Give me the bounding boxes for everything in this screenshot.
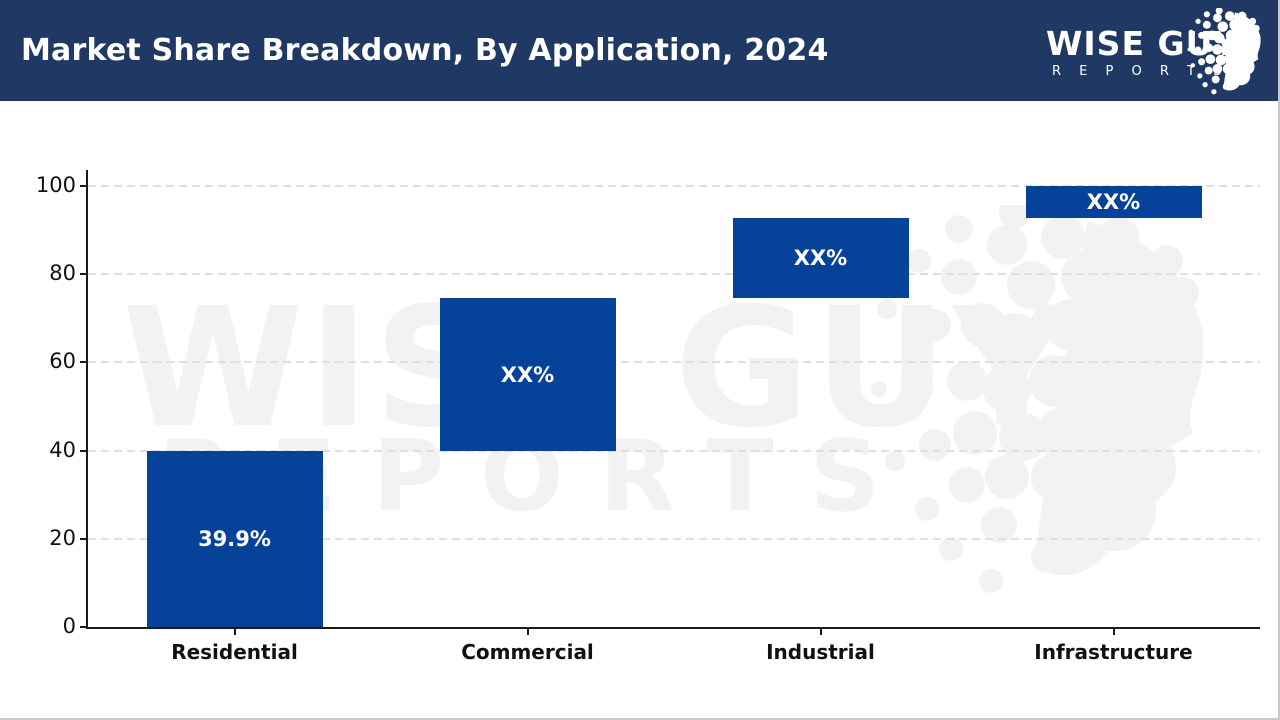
y-tick-20 bbox=[80, 537, 88, 540]
y-tick-40 bbox=[80, 449, 88, 452]
x-tick-residential bbox=[233, 629, 236, 635]
wise-guy-reports-logo: WISE GUY R E P O R T S bbox=[1016, 6, 1266, 98]
bar-residential: 39.9% bbox=[146, 450, 323, 627]
y-tick-label-0: 0 bbox=[62, 614, 76, 638]
y-tick-80 bbox=[80, 273, 88, 276]
gridline-60 bbox=[88, 361, 1260, 364]
y-tick-label-80: 80 bbox=[49, 261, 76, 286]
x-axis-line bbox=[86, 627, 1260, 629]
gridline-40 bbox=[88, 449, 1260, 452]
y-tick-60 bbox=[80, 361, 88, 364]
bar-value-label: XX% bbox=[1086, 189, 1141, 214]
y-axis-line bbox=[86, 170, 88, 629]
watermark-dotted-head-icon bbox=[871, 205, 1204, 593]
header-band: Market Share Breakdown, By Application, … bbox=[0, 0, 1280, 101]
bar-value-label: 39.9% bbox=[198, 526, 271, 551]
waterfall-chart: 0 20 40 60 80 100 39.9% Residential XX% Commercia… bbox=[0, 101, 1280, 720]
y-tick-label-60: 60 bbox=[49, 349, 76, 374]
x-tick-commercial bbox=[526, 629, 529, 635]
x-category-label: Industrial bbox=[766, 640, 875, 664]
bar-infrastructure: XX% bbox=[1025, 185, 1202, 218]
y-tick-0 bbox=[80, 626, 88, 628]
bar-value-label: XX% bbox=[793, 246, 848, 270]
bar-value-label: XX% bbox=[500, 362, 555, 387]
gridline-80 bbox=[88, 273, 1260, 276]
gridline-20 bbox=[88, 537, 1260, 540]
gridline-100 bbox=[88, 184, 1260, 187]
x-category-label: Infrastructure bbox=[1034, 640, 1193, 664]
logo-wiseguy-text: WISE GUY bbox=[1046, 24, 1239, 63]
y-tick-label-40: 40 bbox=[49, 437, 76, 462]
y-tick-label-20: 20 bbox=[49, 525, 76, 550]
bar-industrial: XX% bbox=[732, 217, 909, 299]
x-tick-infrastructure bbox=[1112, 629, 1115, 635]
bar-commercial: XX% bbox=[439, 298, 616, 451]
y-tick-100 bbox=[80, 184, 88, 187]
logo-reports-text: R E P O R T S bbox=[1052, 64, 1229, 79]
x-category-label: Residential bbox=[171, 640, 298, 664]
y-tick-label-100: 100 bbox=[35, 172, 76, 197]
chart-title: Market Share Breakdown, By Application, … bbox=[21, 33, 829, 68]
x-tick-industrial bbox=[819, 629, 822, 635]
logo-dotted-head-icon bbox=[1187, 8, 1261, 95]
x-category-label: Commercial bbox=[461, 640, 594, 664]
